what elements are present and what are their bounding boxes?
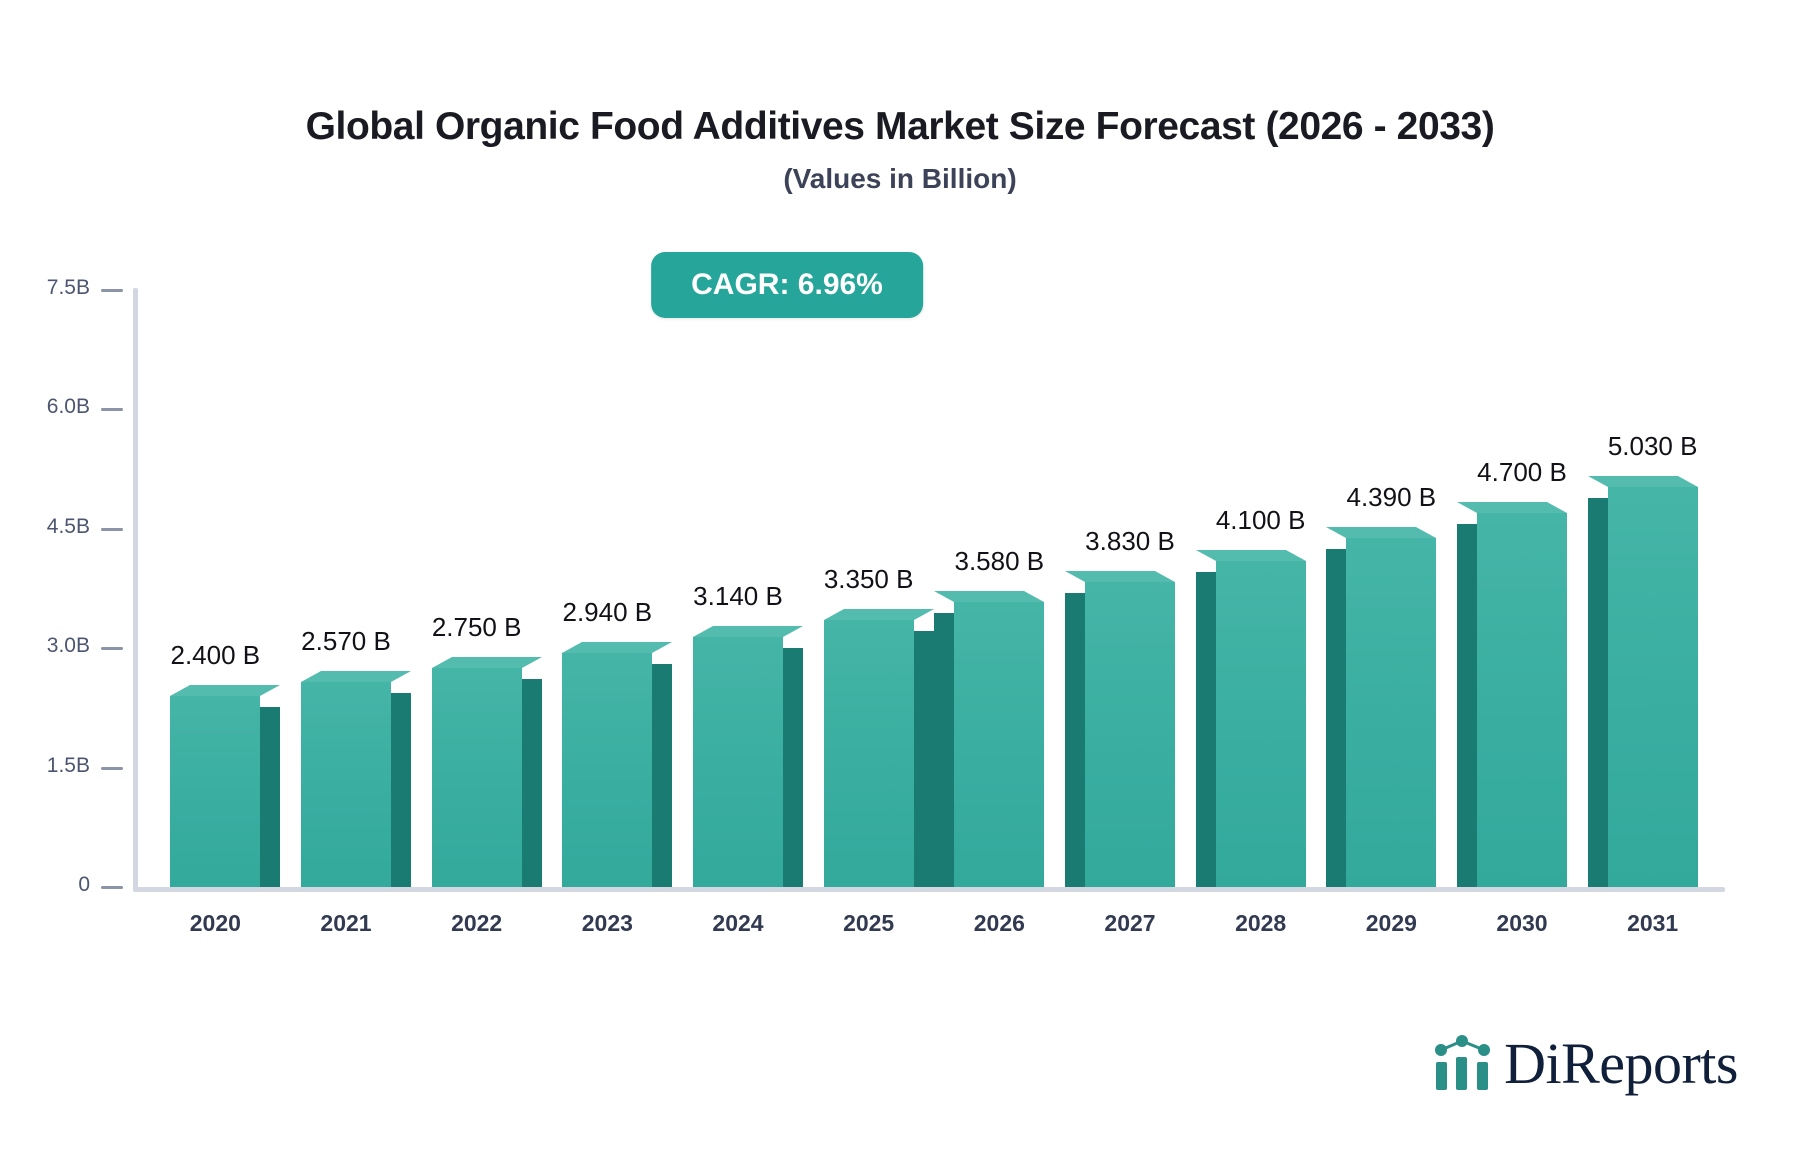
x-axis-category-label: 2024 [712, 910, 764, 936]
bar-front-face[interactable] [1346, 537, 1437, 887]
bar-top-face [170, 684, 281, 696]
bar-side-face [1195, 571, 1216, 887]
bar-front-face[interactable] [1477, 512, 1567, 887]
bar-top-face [1457, 501, 1567, 513]
bar-front-face[interactable] [1085, 582, 1175, 887]
bar-side-face [652, 663, 673, 887]
bar-top-face [1195, 549, 1306, 561]
x-axis-category-label: 2022 [451, 910, 503, 936]
bar-value-label: 2.570 B [301, 626, 391, 657]
bar-value-label: 4.700 B [1477, 456, 1567, 487]
x-axis-category-label: 2028 [1235, 910, 1287, 936]
x-axis-category-label: 2030 [1496, 910, 1548, 936]
bar-front-face[interactable] [954, 602, 1045, 887]
cagr-badge: CAGR: 6.96% [651, 252, 923, 318]
bar-front-face[interactable] [823, 620, 914, 887]
bar-value-label: 4.390 B [1346, 481, 1437, 512]
x-axis-category-label: 2025 [843, 910, 895, 936]
bar-side-face [1457, 523, 1477, 887]
bar-top-face [431, 657, 542, 669]
bar-front-face[interactable] [170, 695, 261, 887]
bar-side-face [913, 631, 934, 887]
x-axis-category-label: 2031 [1627, 910, 1679, 936]
bar-front-face[interactable] [1215, 560, 1306, 887]
bar-side-face [934, 613, 955, 887]
bar-value-label: 3.830 B [1085, 526, 1175, 557]
x-axis-category-label: 2023 [581, 910, 633, 936]
bar-front-face[interactable] [301, 682, 391, 887]
chart-subtitle: (Values in Billion) [783, 163, 1017, 194]
bar-side-face [521, 679, 542, 887]
bar-top-face [934, 591, 1045, 603]
bar-value-label: 2.400 B [170, 639, 261, 670]
bar-top-face [823, 609, 934, 621]
bar-side-face [1065, 593, 1085, 887]
bar-top-face [301, 671, 411, 683]
x-axis-category-label: 2029 [1365, 910, 1417, 936]
bar-side-face [260, 706, 281, 887]
x-axis-category-label: 2020 [189, 910, 241, 936]
logo-wordmark: DiReports [1504, 1031, 1738, 1096]
bar-value-label: 3.350 B [823, 564, 914, 595]
bar-top-face [562, 641, 673, 653]
bar-top-face [1065, 571, 1175, 583]
bar-side-face [1587, 497, 1608, 887]
bar-value-label: 4.100 B [1215, 504, 1306, 535]
bar-value-label: 2.750 B [431, 612, 522, 643]
bar-top-face [1587, 475, 1698, 487]
direports-logo: DiReports [1432, 1035, 1738, 1093]
x-axis-category-label: 2026 [973, 910, 1025, 936]
bar-front-face[interactable] [693, 637, 783, 887]
x-axis-category-label: 2021 [320, 910, 372, 936]
bar-value-label: 3.580 B [954, 546, 1045, 577]
bar-front-face[interactable] [431, 668, 522, 887]
bar-side-face [391, 693, 411, 887]
bar-value-label: 5.030 B [1607, 430, 1698, 461]
bar-value-label: 2.940 B [562, 596, 653, 627]
bar-side-face [783, 648, 803, 887]
bar-front-face[interactable] [562, 652, 653, 887]
x-axis-category-label: 2027 [1104, 910, 1156, 936]
bar-top-face [1326, 526, 1437, 538]
bar-chart-icon [1435, 1035, 1491, 1090]
bar-side-face [1326, 548, 1347, 887]
bar-top-face [693, 626, 803, 638]
bar-front-face[interactable] [1607, 486, 1698, 887]
chart-title: Global Organic Food Additives Market Siz… [305, 105, 1495, 148]
bar-value-label: 3.140 B [693, 581, 783, 612]
